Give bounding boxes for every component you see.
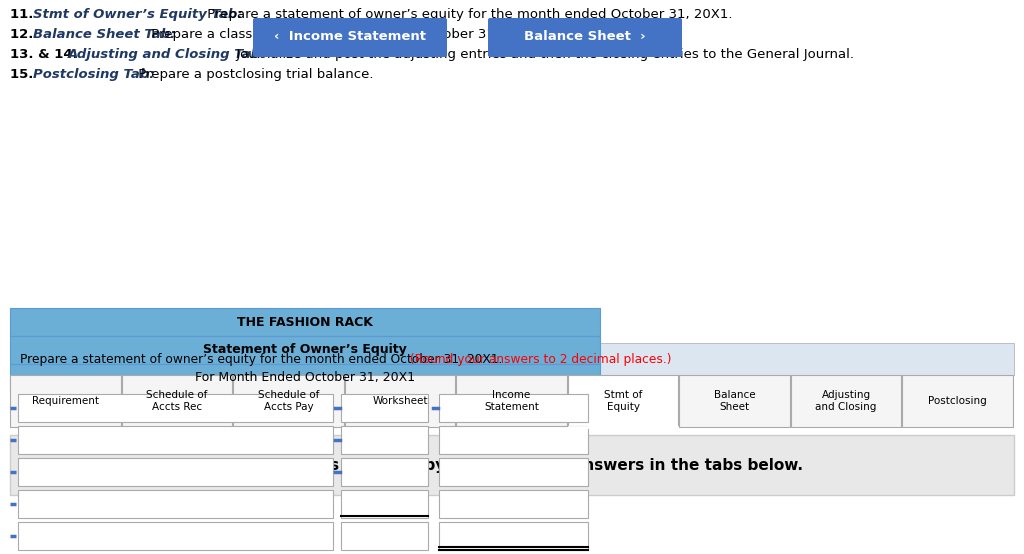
Text: Income
Statement: Income Statement xyxy=(484,390,539,412)
Text: For Month Ended October 31, 20X1: For Month Ended October 31, 20X1 xyxy=(195,372,415,384)
Text: Adjusting and Closing Tab:: Adjusting and Closing Tab: xyxy=(68,48,266,61)
Bar xyxy=(345,375,456,427)
Text: Balance Sheet  ›: Balance Sheet › xyxy=(524,30,646,44)
Bar xyxy=(439,490,588,518)
Text: Postclosing: Postclosing xyxy=(929,396,987,406)
Bar xyxy=(341,458,428,486)
Text: (Round your answers to 2 decimal places.): (Round your answers to 2 decimal places.… xyxy=(407,352,672,366)
Bar xyxy=(439,394,588,422)
Text: 13. & 14.: 13. & 14. xyxy=(10,48,82,61)
Text: Postclosing Tab:: Postclosing Tab: xyxy=(33,68,155,81)
Bar xyxy=(791,375,901,427)
Bar xyxy=(439,426,588,454)
Text: Complete this question by entering your answers in the tabs below.: Complete this question by entering your … xyxy=(220,458,804,473)
Text: Stmt of
Equity: Stmt of Equity xyxy=(604,390,642,412)
FancyBboxPatch shape xyxy=(488,18,682,57)
Bar xyxy=(10,435,1014,495)
Bar xyxy=(439,458,588,486)
FancyBboxPatch shape xyxy=(253,18,447,57)
Bar xyxy=(341,426,428,454)
Text: Balance
Sheet: Balance Sheet xyxy=(714,390,756,412)
Bar xyxy=(902,375,1013,427)
Bar xyxy=(18,426,333,454)
Bar xyxy=(10,364,600,392)
Bar xyxy=(233,375,344,427)
Text: 11.: 11. xyxy=(10,8,38,21)
Text: Statement of Owner’s Equity: Statement of Owner’s Equity xyxy=(203,343,407,357)
Text: Schedule of
Accts Rec: Schedule of Accts Rec xyxy=(146,390,208,412)
Bar xyxy=(10,336,600,364)
Bar xyxy=(18,458,333,486)
Text: Prepare a classified balance sheet as of October 31, 20X1.: Prepare a classified balance sheet as of… xyxy=(146,28,542,41)
Text: ‹  Income Statement: ‹ Income Statement xyxy=(274,30,426,44)
Text: Prepare a postclosing trial balance.: Prepare a postclosing trial balance. xyxy=(134,68,374,81)
Bar xyxy=(567,375,678,427)
Text: Journalize and post the adjusting entries and then the closing entries to the Ge: Journalize and post the adjusting entrie… xyxy=(231,48,854,61)
Text: Balance Sheet Tab:: Balance Sheet Tab: xyxy=(33,28,176,41)
Bar xyxy=(18,394,333,422)
Text: Stmt of Owner’s Equity Tab:: Stmt of Owner’s Equity Tab: xyxy=(33,8,243,21)
Bar xyxy=(341,394,428,422)
Bar xyxy=(10,375,121,427)
Text: Prepare a statement of owner’s equity for the month ended October 31, 20X1.: Prepare a statement of owner’s equity fo… xyxy=(20,352,503,366)
Text: THE FASHION RACK: THE FASHION RACK xyxy=(238,315,373,329)
Text: Worksheet: Worksheet xyxy=(372,396,428,406)
Bar xyxy=(18,522,333,550)
Bar xyxy=(341,522,428,550)
Bar xyxy=(10,343,1014,375)
Text: Adjusting
and Closing: Adjusting and Closing xyxy=(815,390,877,412)
Bar xyxy=(10,308,600,336)
Text: Schedule of
Accts Pay: Schedule of Accts Pay xyxy=(258,390,319,412)
Bar xyxy=(122,375,232,427)
Bar xyxy=(679,375,790,427)
Text: 12.: 12. xyxy=(10,28,38,41)
Text: Requirement: Requirement xyxy=(32,396,98,406)
Bar xyxy=(439,522,588,550)
Bar xyxy=(457,375,566,427)
Text: 15.: 15. xyxy=(10,68,38,81)
Bar xyxy=(341,490,428,518)
Text: Prepare a statement of owner’s equity for the month ended October 31, 20X1.: Prepare a statement of owner’s equity fo… xyxy=(204,8,733,21)
Bar xyxy=(18,490,333,518)
